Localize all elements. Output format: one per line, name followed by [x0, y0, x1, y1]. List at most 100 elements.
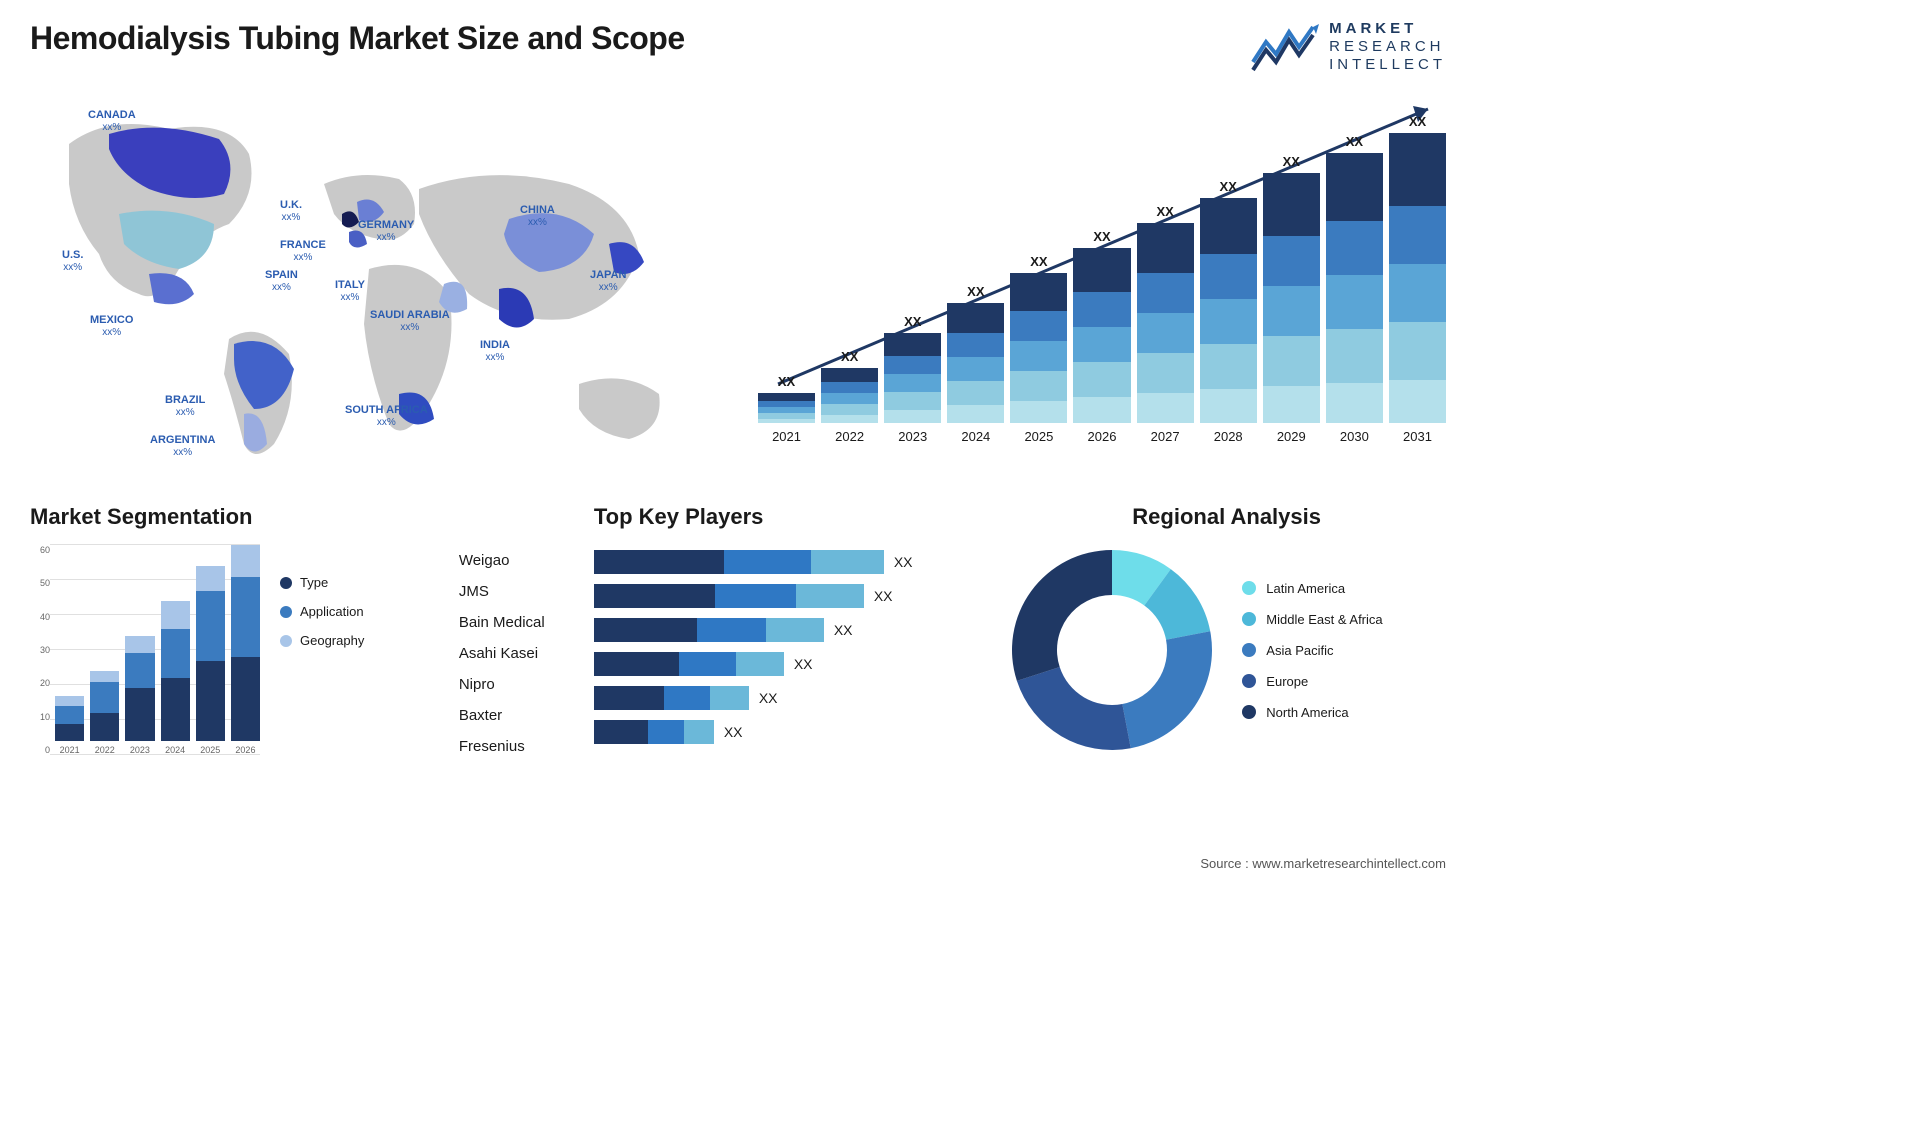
- growth-bar-2023: XX2023: [884, 314, 941, 444]
- player-value-label: XX: [794, 656, 813, 672]
- map-label-china: CHINAxx%: [520, 204, 555, 228]
- world-map: CANADAxx% U.S.xx% MEXICOxx% BRAZILxx% ARGENT…: [30, 94, 718, 474]
- source-text: Source : www.marketresearchintellect.com: [1200, 856, 1446, 871]
- player-name: Baxter: [459, 707, 569, 724]
- map-label-japan: JAPANxx%: [590, 269, 626, 293]
- seg-bar-2025: 2025: [196, 566, 225, 755]
- player-bar-row: XX: [594, 720, 977, 744]
- growth-bar-2027: XX 2027: [1137, 204, 1194, 444]
- player-bar-row: XX: [594, 550, 977, 574]
- growth-year-label: 2031: [1403, 429, 1432, 444]
- segmentation-legend: Type Application Geography: [280, 545, 364, 775]
- growth-bar-2029: XX 2029: [1263, 154, 1320, 444]
- player-bar-row: XX: [594, 618, 977, 642]
- players-chart: XX XX XX XX XX XX: [594, 545, 977, 744]
- player-value-label: XX: [894, 554, 913, 570]
- player-bar-row: XX: [594, 584, 977, 608]
- growth-year-label: 2029: [1277, 429, 1306, 444]
- bottom-row: Market Segmentation 6050403020100 202120…: [30, 504, 1446, 775]
- donut-chart: [1007, 545, 1217, 755]
- seg-bar-2022: 2022: [90, 671, 119, 755]
- player-name: JMS: [459, 583, 569, 600]
- region-legend-item: Middle East & Africa: [1242, 612, 1382, 627]
- growth-year-label: 2025: [1024, 429, 1053, 444]
- page-title: Hemodialysis Tubing Market Size and Scop…: [30, 20, 685, 57]
- player-name: Nipro: [459, 676, 569, 693]
- player-bar-row: XX: [594, 686, 977, 710]
- growth-value-label: XX: [1093, 229, 1110, 244]
- growth-bar-2026: XX2026: [1073, 229, 1130, 444]
- segmentation-panel: Market Segmentation 6050403020100 202120…: [30, 504, 429, 775]
- header: Hemodialysis Tubing Market Size and Scop…: [30, 20, 1446, 74]
- donut-svg: [1007, 545, 1217, 755]
- players-list: WeigaoJMSBain MedicalAsahi KaseiNiproBax…: [459, 504, 569, 755]
- region-legend-item: Asia Pacific: [1242, 643, 1382, 658]
- segmentation-bars-wrap: 6050403020100 202120222023202420252026: [30, 545, 260, 775]
- regional-content: Latin America Middle East & Africa Asia Pa…: [1007, 545, 1446, 755]
- growth-year-label: 2027: [1151, 429, 1180, 444]
- logo-text: MARKET RESEARCH INTELLECT: [1329, 20, 1446, 74]
- map-label-southafrica: SOUTH AFRICAxx%: [345, 404, 428, 428]
- growth-value-label: XX: [1283, 154, 1300, 169]
- map-label-canada: CANADAxx%: [88, 109, 136, 133]
- growth-year-label: 2021: [772, 429, 801, 444]
- player-value-label: XX: [759, 690, 778, 706]
- map-label-france: FRANCExx%: [280, 239, 326, 263]
- map-label-argentina: ARGENTINAxx%: [150, 434, 215, 458]
- seg-bar-2026: 2026: [231, 545, 260, 755]
- growth-bar-2022: XX2022: [821, 349, 878, 444]
- players-title: Top Key Players: [594, 504, 977, 530]
- map-label-mexico: MEXICOxx%: [90, 314, 133, 338]
- map-label-italy: ITALYxx%: [335, 279, 365, 303]
- region-legend-item: North America: [1242, 705, 1382, 720]
- player-name: Asahi Kasei: [459, 645, 569, 662]
- player-bar-row: XX: [594, 652, 977, 676]
- growth-value-label: XX: [1030, 254, 1047, 269]
- player-value-label: XX: [834, 622, 853, 638]
- region-legend-item: Europe: [1242, 674, 1382, 689]
- map-label-brazil: BRAZILxx%: [165, 394, 205, 418]
- region-legend-item: Latin America: [1242, 581, 1382, 596]
- player-name: Bain Medical: [459, 614, 569, 631]
- growth-bar-2024: XX 2024: [947, 284, 1004, 444]
- player-value-label: XX: [724, 724, 743, 740]
- growth-bar-2028: XX 2028: [1200, 179, 1257, 444]
- growth-value-label: XX: [1156, 204, 1173, 219]
- regional-panel: Regional Analysis Latin America Middle Ea…: [1007, 504, 1446, 775]
- growth-year-label: 2022: [835, 429, 864, 444]
- growth-bar-2031: XX2031: [1389, 114, 1446, 444]
- top-row: CANADAxx% U.S.xx% MEXICOxx% BRAZILxx% ARGENT…: [30, 94, 1446, 474]
- player-name: Fresenius: [459, 738, 569, 755]
- map-label-spain: SPAINxx%: [265, 269, 298, 293]
- regional-legend: Latin America Middle East & Africa Asia Pa…: [1242, 581, 1382, 720]
- seg-legend-type: Type: [280, 575, 364, 590]
- seg-bar-2021: 2021: [55, 696, 84, 756]
- growth-bar-2025: XX 2025: [1010, 254, 1067, 444]
- donut-slice-asia-pacific: [1123, 631, 1213, 748]
- growth-bar-2021: XX 2021: [758, 374, 815, 444]
- growth-year-label: 2030: [1340, 429, 1369, 444]
- seg-bar-2023: 2023: [125, 636, 154, 755]
- player-value-label: XX: [874, 588, 893, 604]
- map-label-saudiarabia: SAUDI ARABIAxx%: [370, 309, 450, 333]
- map-label-india: INDIAxx%: [480, 339, 510, 363]
- growth-bar-2030: XX 2030: [1326, 134, 1383, 444]
- growth-year-label: 2024: [961, 429, 990, 444]
- segmentation-y-axis: 6050403020100: [30, 545, 50, 755]
- seg-bar-2024: 2024: [161, 601, 190, 755]
- segmentation-chart: 6050403020100 202120222023202420252026 T…: [30, 545, 429, 775]
- players-panel: WeigaoJMSBain MedicalAsahi KaseiNiproBax…: [459, 504, 977, 775]
- regional-title: Regional Analysis: [1007, 504, 1446, 530]
- growth-bars: XX2021XX2022XX2023XX2024XX2025XX2026XX20…: [758, 144, 1446, 444]
- growth-value-label: XX: [778, 374, 795, 389]
- seg-legend-geography: Geography: [280, 633, 364, 648]
- map-label-us: U.S.xx%: [62, 249, 83, 273]
- growth-value-label: XX: [1346, 134, 1363, 149]
- seg-legend-application: Application: [280, 604, 364, 619]
- growth-value-label: XX: [967, 284, 984, 299]
- growth-value-label: XX: [1220, 179, 1237, 194]
- donut-slice-europe: [1017, 667, 1131, 750]
- growth-year-label: 2028: [1214, 429, 1243, 444]
- map-label-uk: U.K.xx%: [280, 199, 302, 223]
- map-label-germany: GERMANYxx%: [358, 219, 414, 243]
